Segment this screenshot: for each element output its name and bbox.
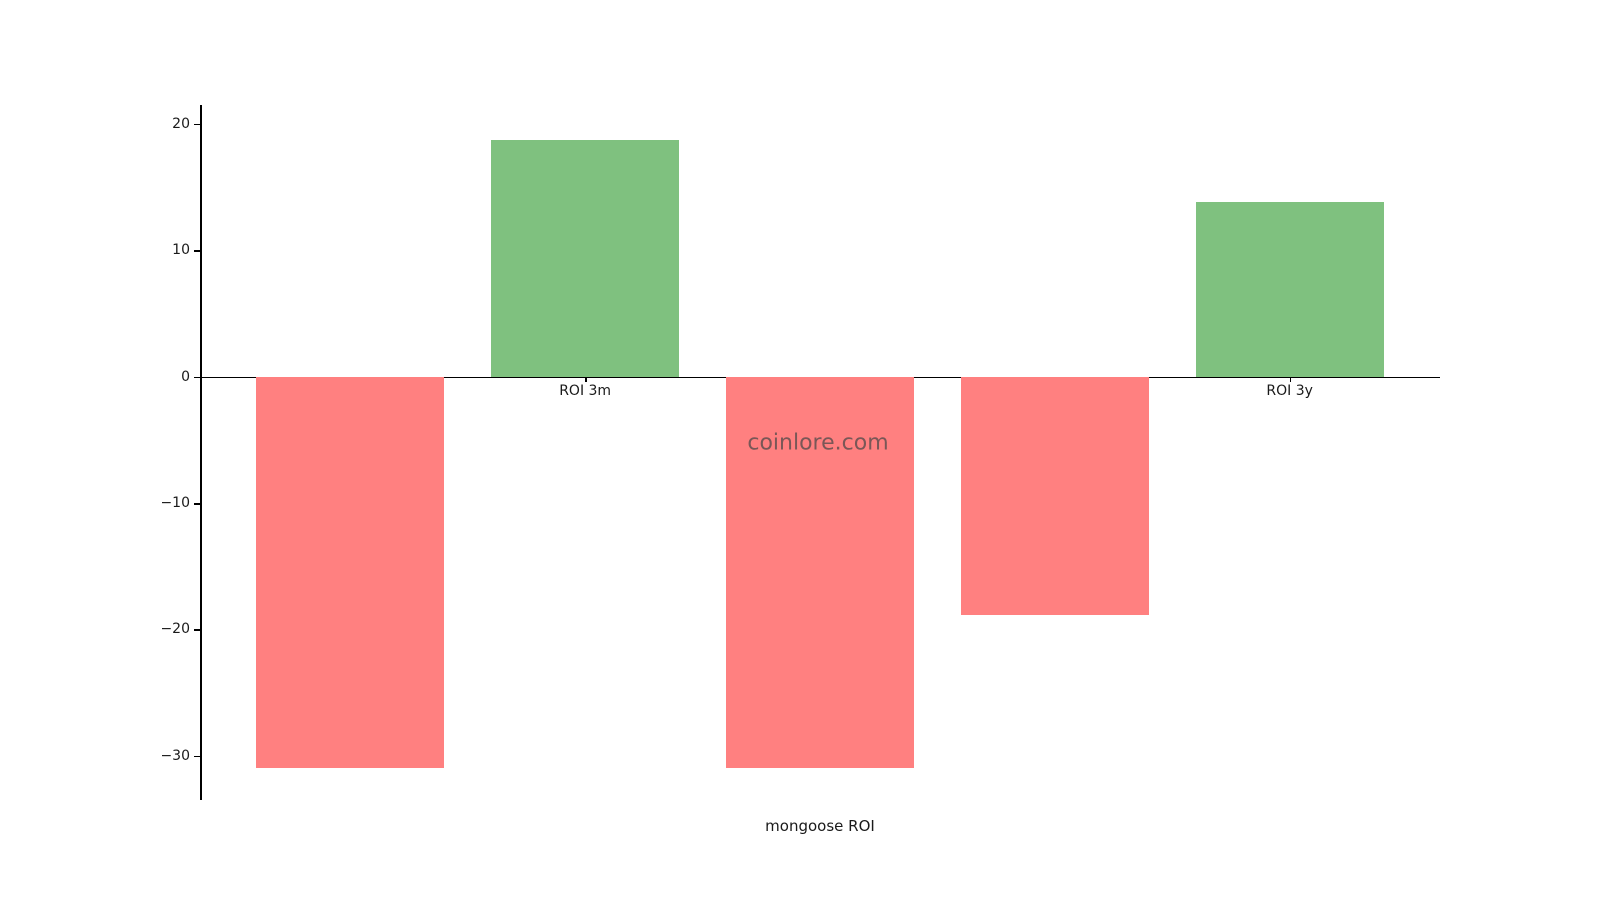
x-tick-mark	[585, 376, 587, 382]
x-tick-mark	[1289, 376, 1292, 382]
y-tick-label: −30	[160, 747, 190, 764]
y-axis-line	[200, 105, 202, 800]
y-tick-label: 10	[172, 242, 190, 259]
x-tick-label: ROI 3y	[1266, 382, 1313, 399]
bar-2	[726, 376, 914, 769]
y-tick-label: −10	[160, 495, 190, 512]
watermark: coinlore.com	[747, 430, 889, 456]
y-tick-label: 20	[172, 115, 190, 132]
bar-0	[256, 376, 445, 769]
y-tick-label: −20	[160, 621, 190, 638]
y-tick-mark	[194, 503, 200, 505]
bar-1-roi-3m	[491, 140, 680, 377]
bar-4-roi-3y	[1195, 202, 1384, 377]
y-tick-mark	[194, 123, 200, 126]
y-tick-mark	[194, 629, 200, 631]
x-tick-label: ROI 3m	[559, 382, 612, 399]
y-tick-mark	[194, 250, 200, 252]
x-axis-title: mongoose ROI	[765, 817, 875, 835]
bar-3	[960, 376, 1149, 616]
y-tick-mark	[194, 376, 200, 379]
y-tick-mark	[194, 755, 200, 758]
y-tick-label: 0	[181, 368, 190, 385]
